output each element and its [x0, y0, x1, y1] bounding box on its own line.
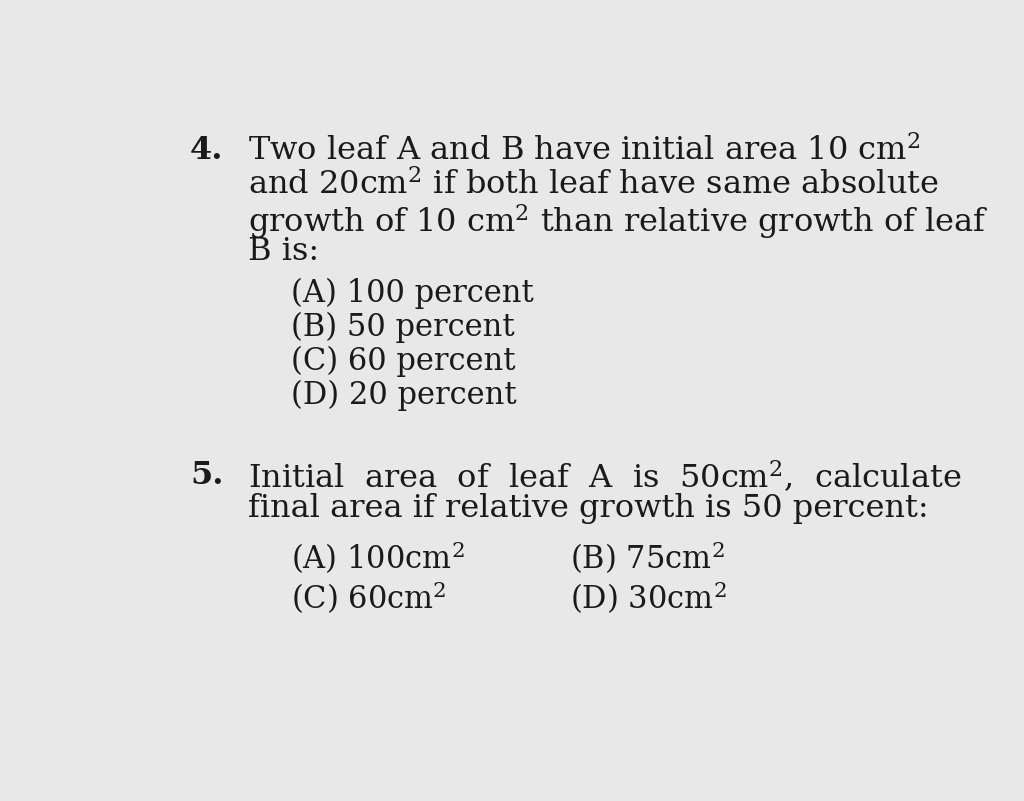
Text: (B) 75cm$^2$: (B) 75cm$^2$ [569, 539, 724, 576]
Text: final area if relative growth is 50 percent:: final area if relative growth is 50 perc… [248, 493, 929, 525]
Text: (A) 100cm$^2$: (A) 100cm$^2$ [291, 539, 464, 576]
Text: Initial  area  of  leaf  A  is  50cm$^2$,  calculate: Initial area of leaf A is 50cm$^2$, calc… [248, 460, 962, 495]
Text: 5.: 5. [190, 460, 223, 490]
Text: and 20cm$^2$ if both leaf have same absolute: and 20cm$^2$ if both leaf have same abso… [248, 168, 939, 200]
Text: growth of 10 cm$^2$ than relative growth of leaf: growth of 10 cm$^2$ than relative growth… [248, 203, 989, 241]
Text: (A) 100 percent: (A) 100 percent [291, 278, 534, 309]
Text: (D) 30cm$^2$: (D) 30cm$^2$ [569, 579, 726, 616]
Text: (C) 60 percent: (C) 60 percent [291, 345, 515, 376]
Text: B is:: B is: [248, 236, 319, 268]
Text: (C) 60cm$^2$: (C) 60cm$^2$ [291, 579, 446, 616]
Text: 4.: 4. [190, 135, 223, 166]
Text: (D) 20 percent: (D) 20 percent [291, 380, 516, 411]
Text: Two leaf A and B have initial area 10 cm$^2$: Two leaf A and B have initial area 10 cm… [248, 135, 921, 167]
Text: (B) 50 percent: (B) 50 percent [291, 312, 514, 343]
